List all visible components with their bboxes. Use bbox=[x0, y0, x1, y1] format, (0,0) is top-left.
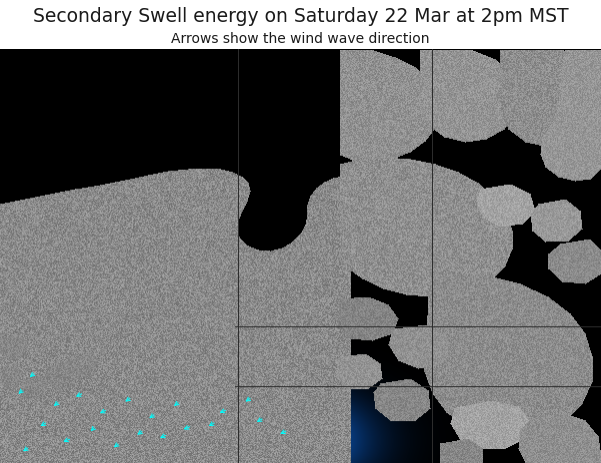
Text: Secondary Swell energy on Saturday 22 Mar at 2pm MST: Secondary Swell energy on Saturday 22 Ma… bbox=[32, 6, 569, 25]
Text: Arrows show the wind wave direction: Arrows show the wind wave direction bbox=[171, 32, 430, 46]
